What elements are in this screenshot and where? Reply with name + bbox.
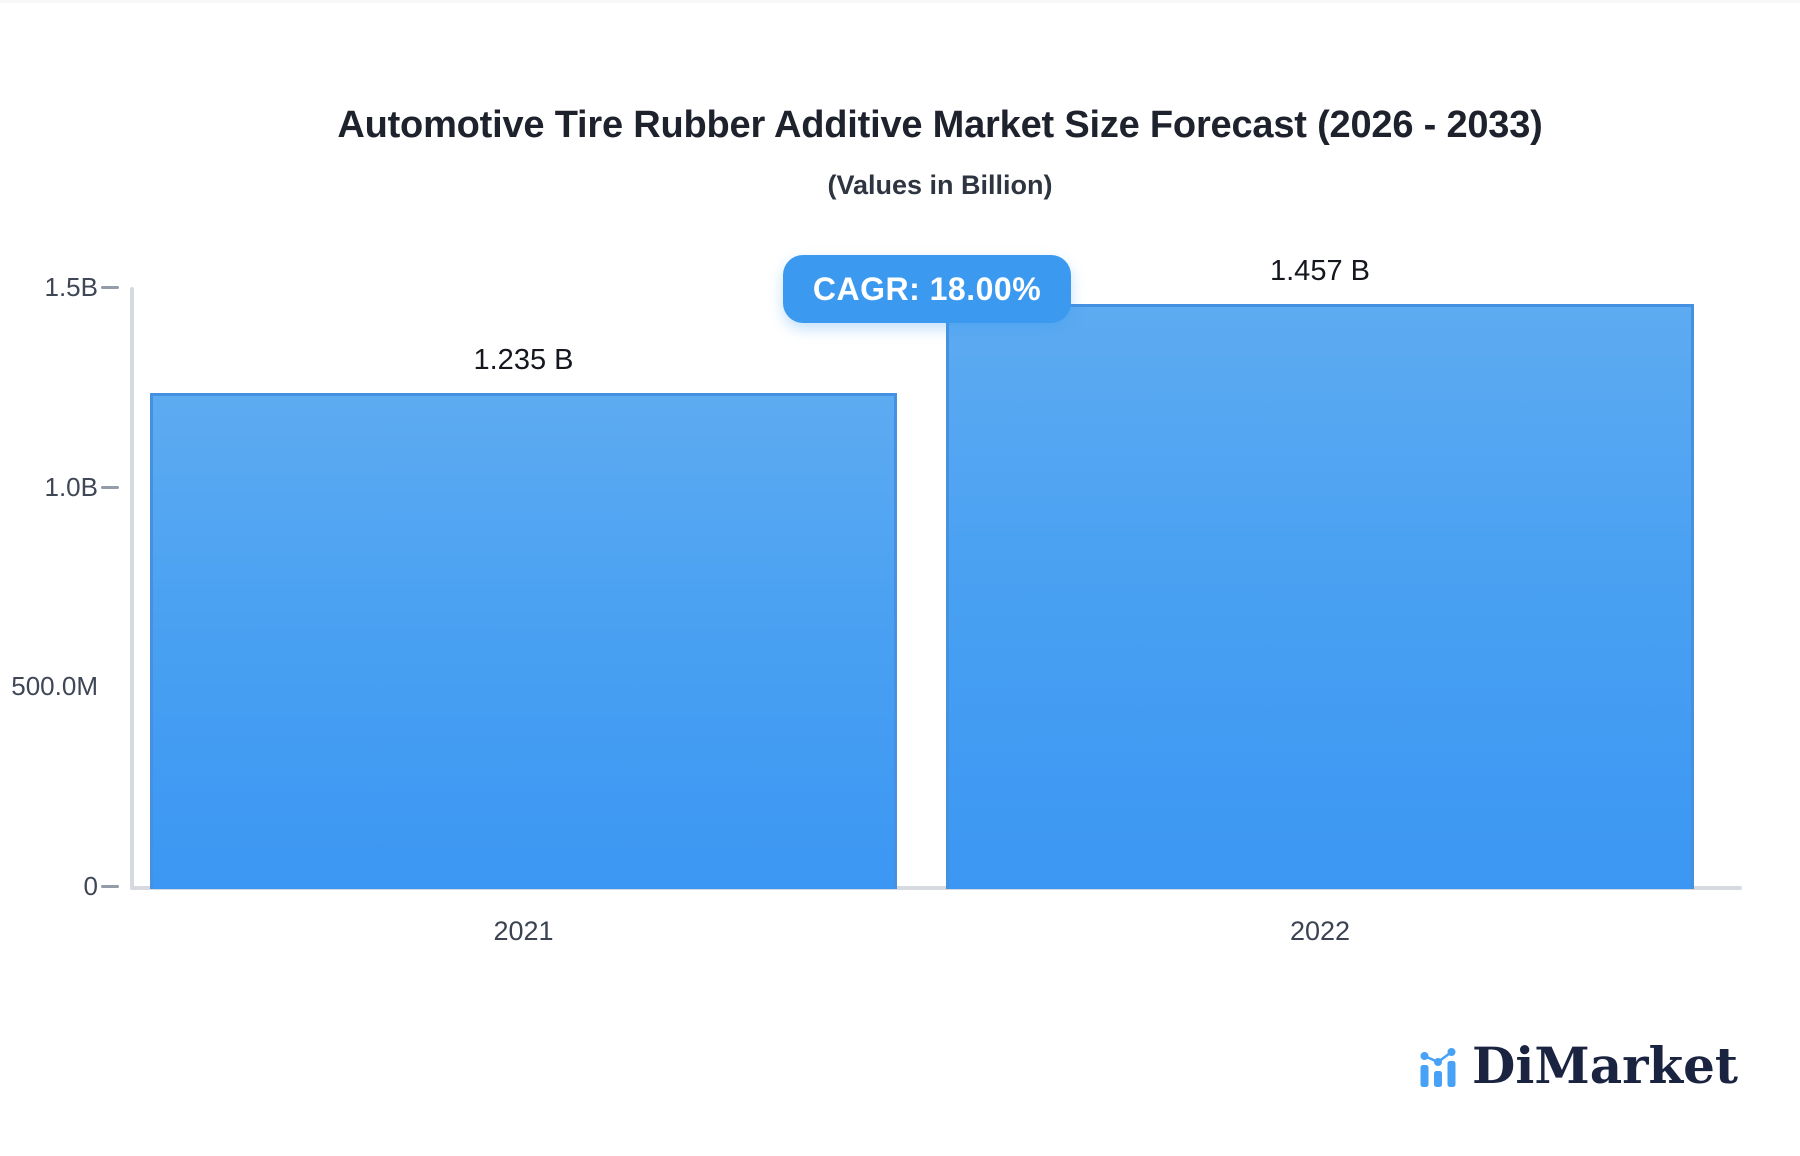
y-axis-tick-label: 0 [83, 871, 98, 901]
y-axis-tick-label: 1.5B [44, 272, 99, 302]
cagr-badge: CAGR: 18.00% [783, 255, 1071, 323]
y-axis-tick-mark [101, 286, 119, 289]
bar-value-label: 1.457 B [1270, 255, 1370, 288]
y-axis-tick-mark [101, 885, 119, 888]
x-axis-tick-label: 2021 [493, 916, 554, 946]
bar-2021 [150, 392, 897, 889]
y-axis-tick-label: 500.0M [11, 671, 98, 702]
chart-subtitle: (Values in Billion) [827, 170, 1053, 200]
bar-chart-logo-icon [1420, 1048, 1456, 1087]
y-axis-line [130, 287, 134, 890]
bar-value-label: 1.235 B [473, 343, 574, 376]
y-axis-tick-label: 1.0B [44, 471, 99, 502]
dimarket-logo: DiMarket [1420, 1040, 1738, 1092]
logo-wordmark: DiMarket [1472, 1036, 1738, 1095]
bar-2022 [946, 304, 1694, 889]
chart-title: Automotive Tire Rubber Additive Market S… [337, 104, 1543, 146]
y-axis-tick-mark [101, 485, 119, 489]
x-axis-tick-label: 2022 [1289, 916, 1351, 946]
x-axis-line [130, 886, 1742, 890]
